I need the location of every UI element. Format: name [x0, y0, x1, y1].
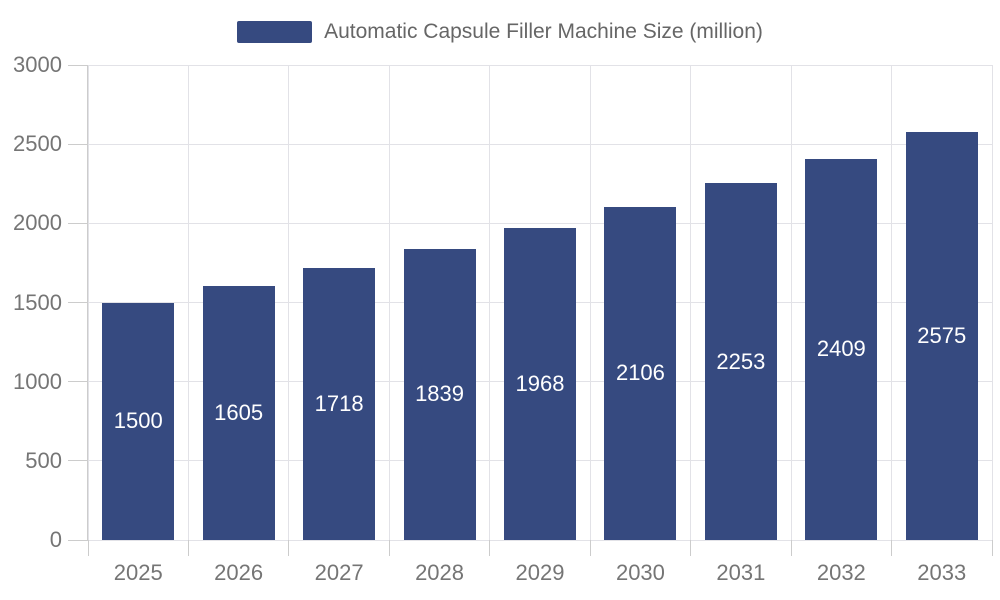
x-gridline	[790, 65, 792, 540]
x-gridline	[991, 65, 993, 540]
bar-value-label: 2409	[816, 336, 866, 362]
x-axis-label: 2025	[113, 560, 163, 585]
x-axis-label: 2031	[716, 560, 766, 585]
x-gridline	[690, 65, 692, 540]
x-axis-tick	[87, 540, 89, 556]
bar-value-label: 1968	[515, 371, 565, 397]
x-gridline	[891, 65, 893, 540]
x-axis-tick	[187, 540, 189, 556]
legend-item[interactable]: Automatic Capsule Filler Machine Size (m…	[0, 20, 1000, 44]
y-gridline	[88, 222, 992, 224]
bar-value-label: 2106	[615, 360, 665, 386]
x-axis-label: 2029	[515, 560, 565, 585]
y-axis-label: 500	[25, 447, 62, 473]
x-gridline	[589, 65, 591, 540]
bar-value-label: 2253	[716, 348, 766, 374]
legend-label: Automatic Capsule Filler Machine Size (m…	[324, 20, 763, 43]
y-axis-tick	[68, 302, 88, 303]
x-gridline	[489, 65, 491, 540]
y-axis-tick	[68, 460, 88, 462]
bar[interactable]: 1839	[403, 248, 476, 540]
y-axis-label: 1500	[13, 289, 62, 315]
y-gridline	[88, 143, 992, 145]
y-axis-tick	[68, 64, 88, 66]
bar[interactable]: 2575	[905, 132, 978, 540]
y-axis-tick	[68, 539, 88, 541]
bar[interactable]: 2409	[805, 158, 878, 540]
y-axis-tick	[68, 143, 88, 145]
x-axis-label: 2032	[816, 560, 866, 585]
x-axis-tick	[690, 540, 692, 556]
y-axis-tick	[68, 381, 88, 383]
y-axis-label: 3000	[13, 52, 62, 77]
x-axis-tick	[991, 540, 993, 556]
x-gridline	[288, 65, 290, 540]
bar[interactable]: 2106	[604, 206, 677, 540]
bar-value-label: 1500	[113, 408, 163, 434]
x-axis-label: 2027	[314, 560, 364, 585]
bar-value-label: 2575	[917, 323, 967, 349]
x-axis-label: 2033	[917, 560, 967, 585]
bar-value-label: 1839	[415, 381, 465, 407]
bar[interactable]: 1968	[504, 228, 576, 540]
bar[interactable]: 2253	[704, 183, 777, 540]
x-gridline	[87, 65, 89, 540]
y-gridline	[88, 539, 992, 541]
plot-area: 0 500 1000 1500 2000 2500 3000 1500 1605 1718 1839…	[13, 54, 993, 584]
x-axis-label: 2028	[415, 560, 465, 585]
bar[interactable]: 1605	[202, 285, 275, 540]
x-gridline	[187, 65, 189, 540]
y-axis-label: 1000	[13, 368, 62, 394]
bar-value-label: 1605	[214, 399, 264, 425]
bar[interactable]: 1500	[102, 302, 175, 540]
x-axis-tick	[891, 540, 893, 556]
bar-value-label: 1718	[314, 390, 364, 416]
x-axis-label: 2030	[615, 560, 665, 585]
x-axis-label: 2026	[214, 560, 264, 585]
x-axis-tick	[388, 540, 390, 556]
legend-swatch	[237, 21, 313, 43]
y-axis-label: 0	[49, 527, 62, 552]
y-axis-tick	[68, 222, 88, 224]
y-axis-line	[87, 65, 88, 540]
x-axis-tick	[589, 540, 591, 556]
x-axis-tick	[489, 540, 491, 556]
x-axis-tick	[288, 540, 290, 556]
y-gridline	[88, 64, 992, 66]
y-axis-label: 2500	[13, 131, 62, 157]
bar[interactable]: 1718	[303, 267, 376, 540]
x-gridline	[388, 65, 390, 540]
x-axis-tick	[790, 540, 792, 556]
y-axis-label: 2000	[13, 210, 62, 236]
